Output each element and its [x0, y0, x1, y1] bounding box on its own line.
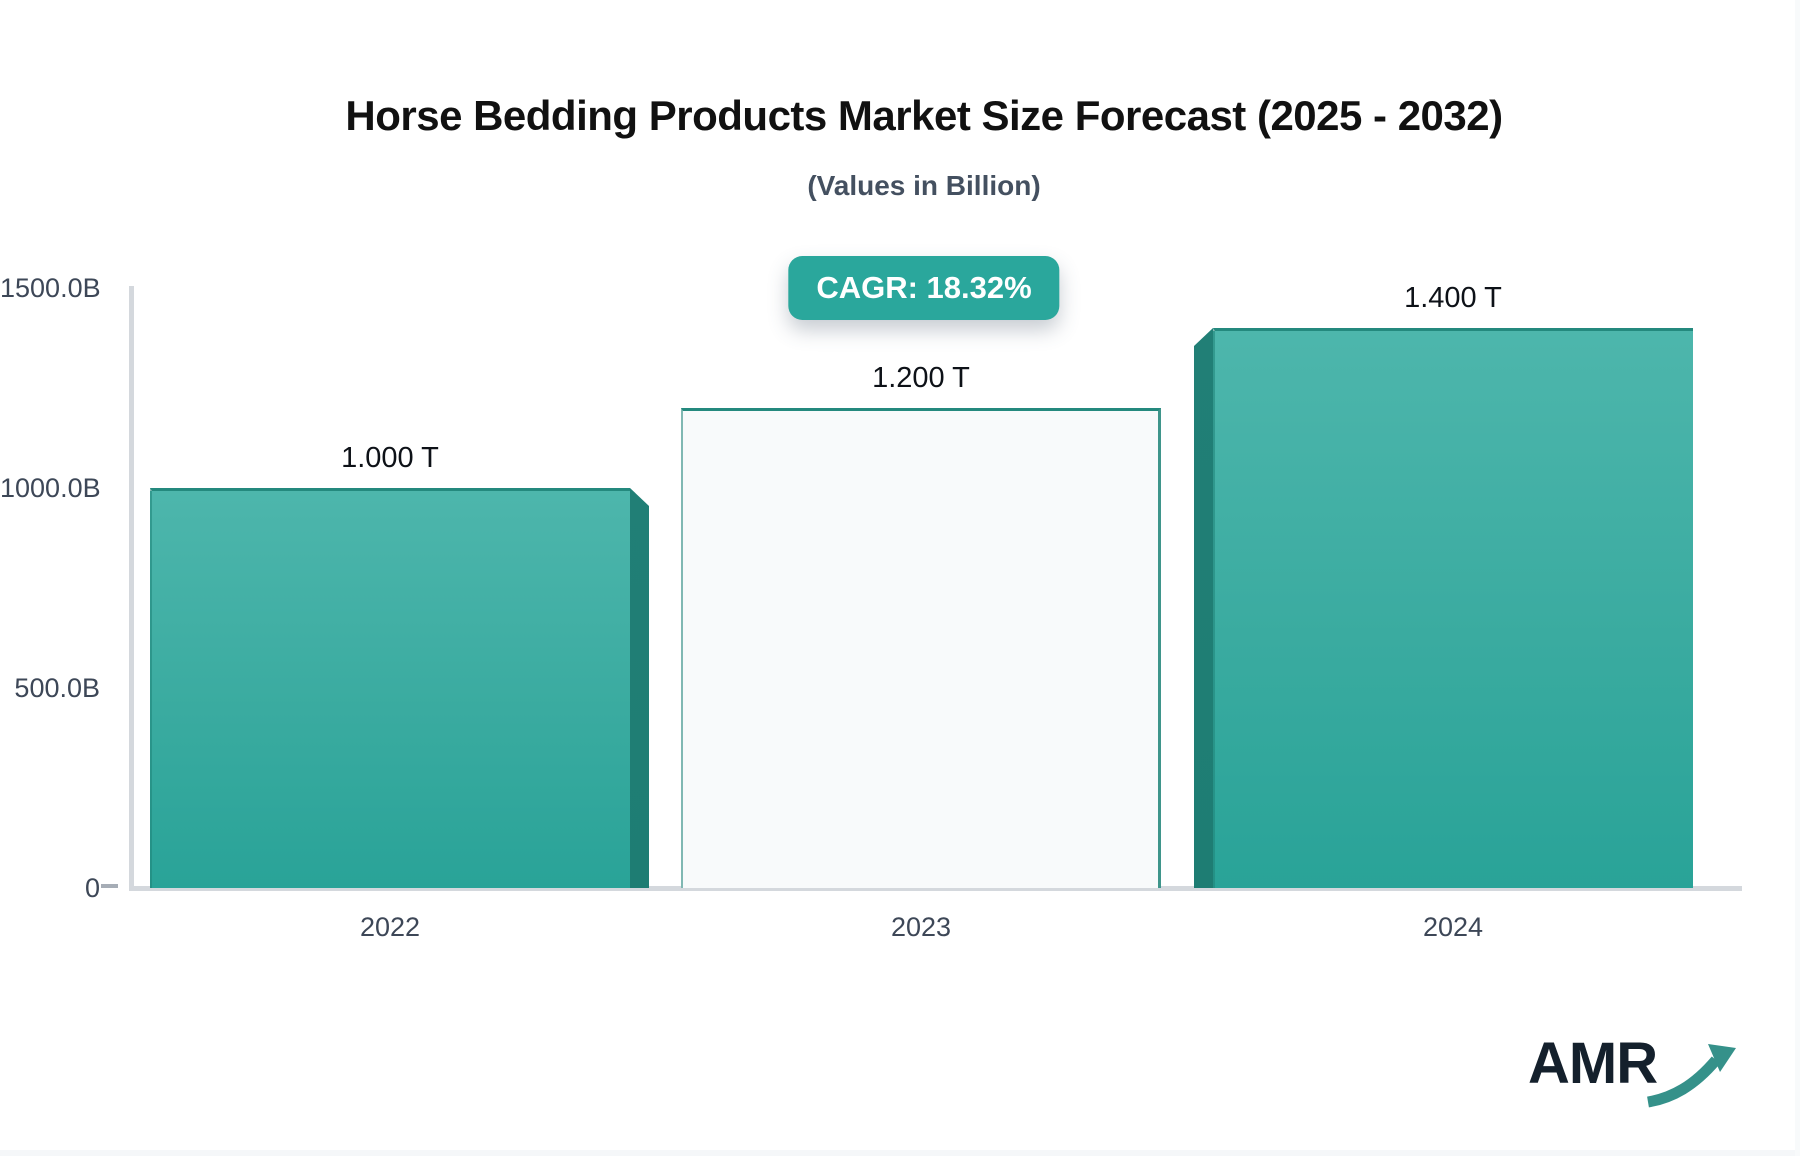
bar-3d-side-2024	[1194, 328, 1213, 888]
growth-arrow-icon	[1646, 1044, 1736, 1108]
y-tick-dash	[101, 884, 118, 888]
bar-value-label-2023: 1.200 T	[872, 362, 970, 394]
bar-3d-side-2022	[630, 488, 649, 888]
bar-2024	[1213, 328, 1693, 888]
page-bottom-edge	[0, 1150, 1800, 1156]
x-axis-line	[129, 886, 1742, 891]
bar-2023	[681, 408, 1161, 888]
x-tick-label-2023: 2023	[890, 912, 952, 942]
y-tick-label-1000.0B: 1000.0B	[0, 473, 101, 503]
amr-logo-text: AMR	[1528, 1031, 1658, 1096]
page-right-edge	[1795, 0, 1800, 1156]
bar-value-label-2022: 1.000 T	[341, 442, 439, 474]
y-tick-label-500.0B: 500.0B	[14, 673, 100, 703]
bar-value-label-2024: 1.400 T	[1404, 282, 1502, 314]
y-tick-label-1500.0B: 1500.0B	[0, 273, 101, 303]
chart-subtitle: (Values in Billion)	[807, 170, 1041, 201]
bar-2022	[150, 488, 630, 888]
amr-logo: AMR	[1528, 1030, 1736, 1120]
cagr-badge: CAGR: 18.32%	[788, 256, 1060, 320]
chart-title: Horse Bedding Products Market Size Forec…	[345, 92, 1503, 139]
x-tick-label-2024: 2024	[1422, 912, 1484, 942]
y-axis-line	[129, 286, 134, 891]
y-tick-label-0: 0	[84, 873, 100, 903]
x-tick-label-2022: 2022	[359, 912, 421, 942]
